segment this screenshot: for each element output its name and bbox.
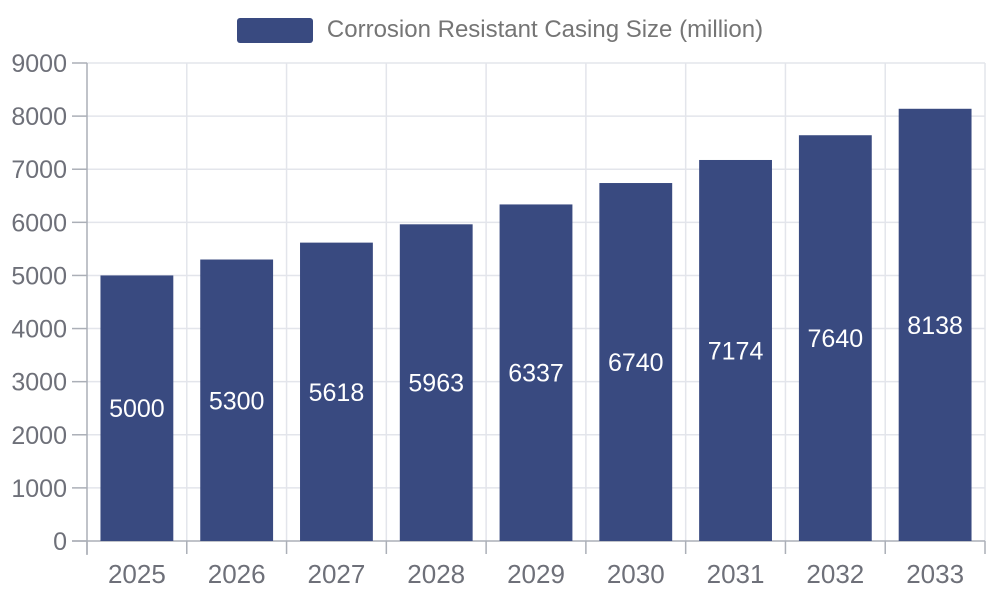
legend-swatch [236,17,313,43]
bar[interactable] [200,259,274,541]
y-axis-tick-label: 7000 [11,156,67,184]
bar[interactable] [499,204,573,542]
bar-value-label: 8138 [907,312,963,340]
x-axis-tick-label: 2028 [407,559,465,589]
y-axis-tick-label: 2000 [11,422,67,450]
x-axis-tick-label: 2031 [707,559,765,589]
bar-value-label: 5000 [109,395,165,423]
bar-value-label: 6337 [508,360,564,388]
bar-value-label: 5300 [209,387,265,415]
bar[interactable] [300,242,373,542]
y-axis-tick-label: 8000 [11,103,67,131]
y-axis-tick-label: 0 [53,528,67,556]
bar[interactable] [699,159,772,541]
x-axis-tick-label: 2033 [906,559,964,589]
y-axis-tick-label: 9000 [11,50,67,78]
bar-value-label: 7640 [808,325,864,353]
bar[interactable] [399,224,473,541]
bar[interactable] [100,275,174,541]
y-axis-tick-label: 1000 [11,475,67,503]
bar-value-label: 5963 [408,370,464,398]
x-axis-tick-label: 2030 [607,559,665,589]
legend-label: Corrosion Resistant Casing Size (million… [326,16,764,43]
bar-value-label: 7174 [708,337,764,365]
y-axis-tick-label: 4000 [11,316,67,344]
bar[interactable] [798,135,872,541]
bar[interactable] [599,183,673,541]
x-axis-tick-label: 2026 [208,559,266,589]
bar-value-label: 5618 [309,379,365,407]
y-axis-tick-label: 5000 [11,262,67,290]
y-axis-tick-label: 6000 [11,209,67,237]
x-axis-tick-label: 2027 [308,559,366,589]
bar-value-label: 6740 [608,349,664,377]
x-axis-tick-label: 2025 [108,559,166,589]
y-axis-tick-label: 3000 [11,369,67,397]
legend[interactable]: Corrosion Resistant Casing Size (million… [0,16,1000,45]
x-axis-tick-label: 2032 [806,559,864,589]
x-axis-tick-label: 2029 [507,559,565,589]
bar[interactable] [898,108,972,542]
